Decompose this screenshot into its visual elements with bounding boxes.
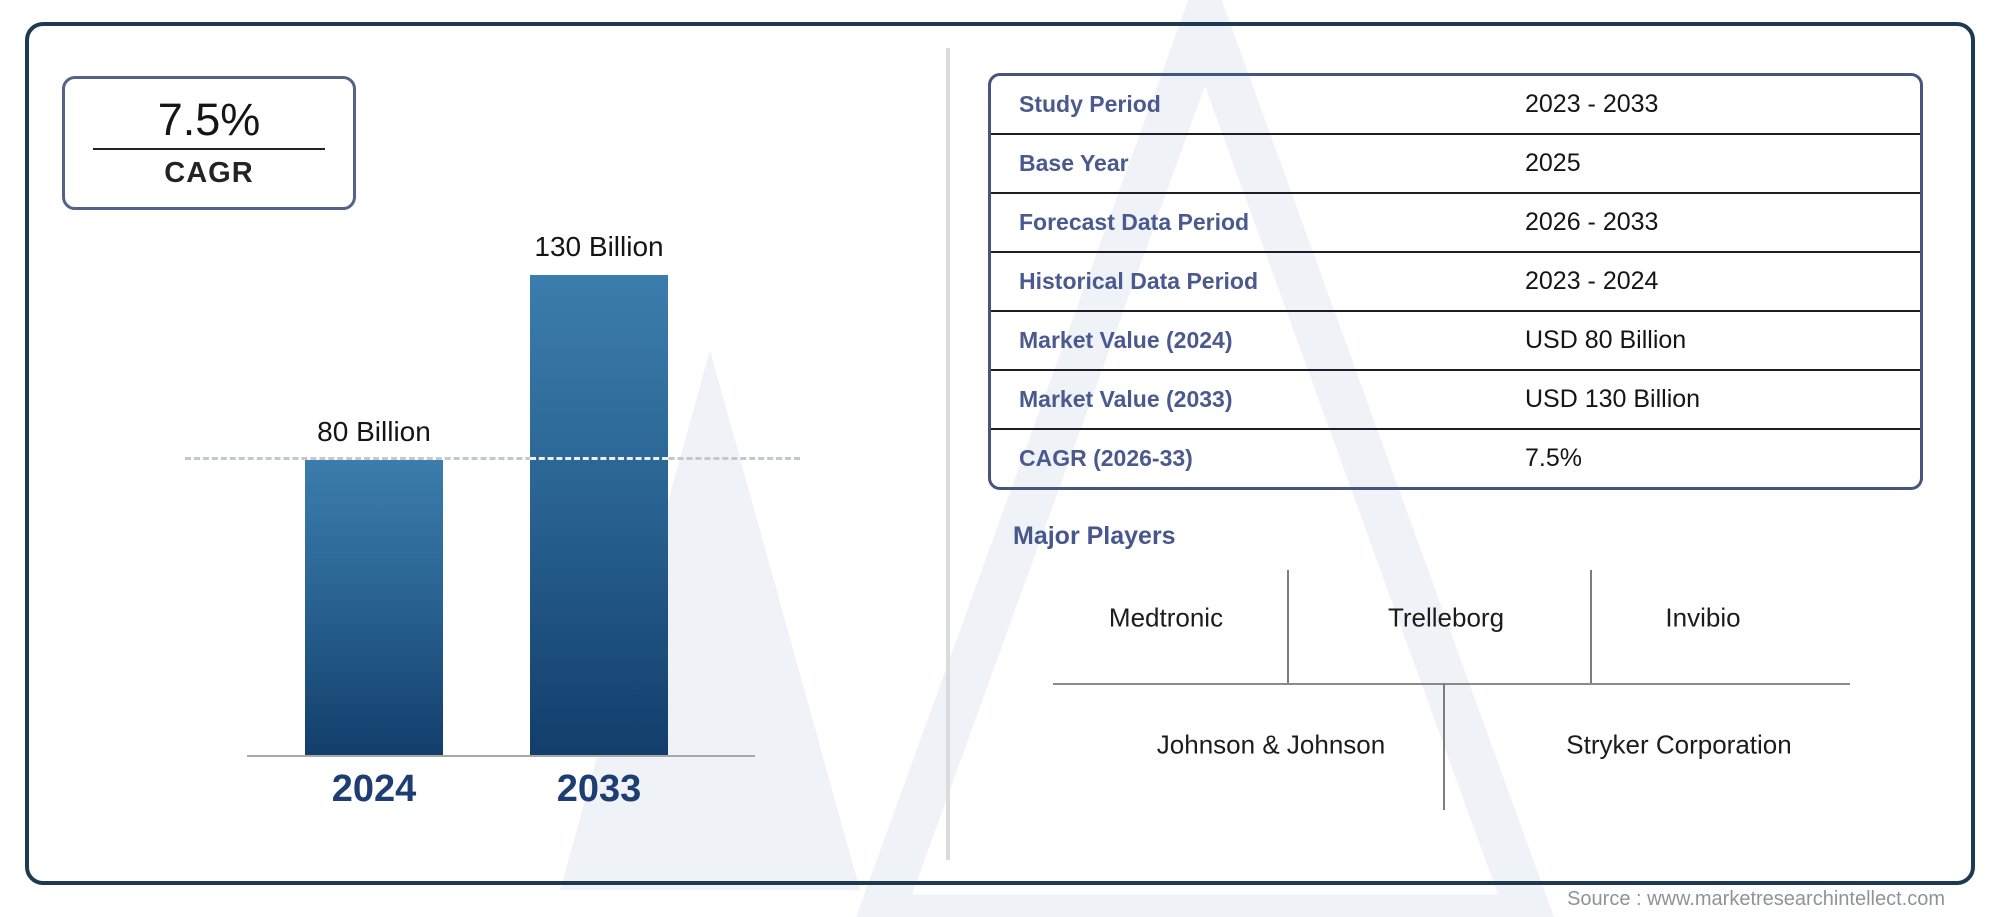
cagr-value: 7.5% (157, 93, 261, 145)
row-label: Market Value (2024) (1019, 327, 1233, 353)
row-value: 2025 (1525, 149, 1581, 177)
x-tick-2024: 2024 (331, 768, 417, 810)
bar-value-label-2024: 80 Billion (317, 416, 431, 447)
table-row: Market Value (2024) USD 80 Billion (991, 312, 1920, 371)
players-grid-vline-2 (1590, 570, 1592, 683)
cagr-badge: 7.5% CAGR (62, 76, 356, 210)
table-row: Base Year 2025 (991, 135, 1920, 194)
cagr-label: CAGR (164, 157, 254, 190)
market-info-table: Study Period 2023 - 2033 Base Year 2025 … (988, 73, 1923, 490)
row-label: Study Period (1019, 91, 1161, 117)
x-tick-2033: 2033 (556, 768, 642, 810)
cagr-divider-line (93, 148, 325, 151)
row-label: Historical Data Period (1019, 268, 1259, 294)
panel-divider (946, 48, 950, 860)
major-players-heading: Major Players (1013, 522, 1176, 550)
row-label: Base Year (1019, 150, 1129, 176)
row-value: USD 130 Billion (1525, 385, 1701, 413)
player-invibio: Invibio (1665, 602, 1741, 633)
player-stryker-corporation: Stryker Corporation (1566, 729, 1792, 760)
table-row: Forecast Data Period 2026 - 2033 (991, 194, 1920, 253)
table-row: CAGR (2026-33) 7.5% (991, 430, 1920, 487)
player-medtronic: Medtronic (1108, 602, 1224, 633)
table-row: Study Period 2023 - 2033 (991, 76, 1920, 135)
row-value: 2023 - 2024 (1525, 267, 1659, 295)
main-frame (25, 22, 1975, 885)
table-row: Historical Data Period 2023 - 2024 (991, 253, 1920, 312)
table-row: Market Value (2033) USD 130 Billion (991, 371, 1920, 430)
reference-dashed-line-overlay (530, 457, 668, 460)
bar-chart: 80 Billion 130 Billion 2024 2033 (185, 200, 800, 810)
row-label: CAGR (2026-33) (1019, 445, 1193, 471)
row-value: 2023 - 2033 (1525, 90, 1659, 118)
bar-2033 (530, 275, 668, 755)
bar-2024 (305, 460, 443, 755)
players-grid-hline (1053, 683, 1850, 685)
x-axis-line (247, 755, 755, 757)
player-johnson-and-johnson: Johnson & Johnson (1156, 729, 1386, 760)
row-value: 7.5% (1525, 444, 1582, 472)
bar-value-label-2033: 130 Billion (534, 231, 664, 262)
players-grid-vline-3 (1443, 683, 1445, 810)
watermark-triangle-right (856, 0, 1554, 917)
players-grid-vline-1 (1287, 570, 1289, 683)
row-label: Market Value (2033) (1019, 386, 1233, 412)
source-note: Source : www.marketresearchintellect.com (1567, 888, 1945, 910)
row-value: USD 80 Billion (1525, 326, 1687, 354)
player-trelleborg: Trelleborg (1387, 602, 1505, 633)
row-value: 2026 - 2033 (1525, 208, 1659, 236)
row-label: Forecast Data Period (1019, 209, 1250, 235)
reference-dashed-line (185, 457, 800, 460)
